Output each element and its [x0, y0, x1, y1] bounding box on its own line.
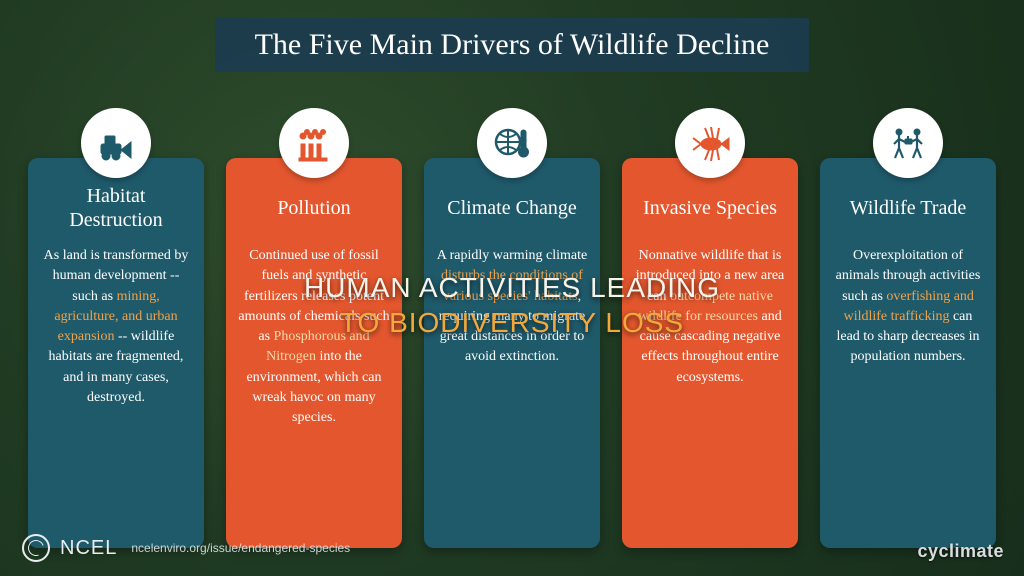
card-body: Nonnative wildlife that is introduced in…: [634, 246, 786, 388]
card-body-pre: A rapidly warming climate: [437, 248, 587, 263]
driver-card-pollution: Pollution Continued use of fossil fuels …: [226, 108, 402, 548]
page-title: The Five Main Drivers of Wildlife Declin…: [215, 18, 810, 72]
card-title: Pollution: [238, 184, 390, 232]
driver-card-trade: Wildlife Trade Overexploitation of anima…: [820, 108, 996, 548]
card-body: A rapidly warming climate disturbs the c…: [436, 246, 588, 368]
card-title: Invasive Species: [634, 184, 786, 232]
watermark: cyclimate: [917, 541, 1004, 562]
factory-icon: [279, 108, 349, 178]
infographic-page: The Five Main Drivers of Wildlife Declin…: [0, 0, 1024, 576]
trade-icon: [873, 108, 943, 178]
footer-source: NCEL ncelenviro.org/issue/endangered-spe…: [22, 534, 350, 562]
card-title: Climate Change: [436, 184, 588, 232]
lionfish-icon: [675, 108, 745, 178]
driver-card-habitat: Habitat Destruction As land is transform…: [28, 108, 204, 548]
globe-thermo-icon: [477, 108, 547, 178]
card-body-highlight: disturbs the conditions of various speci…: [441, 268, 583, 303]
driver-card-climate: Climate Change A rapidly warming climate…: [424, 108, 600, 548]
card-row: Habitat Destruction As land is transform…: [0, 108, 1024, 548]
card-body: As land is transformed by human developm…: [40, 246, 192, 408]
driver-card-invasive: Invasive Species Nonnative wildlife that…: [622, 108, 798, 548]
card-body: Overexploitation of animals through acti…: [832, 246, 984, 368]
ncel-logo-icon: [22, 534, 50, 562]
bulldozer-icon: [81, 108, 151, 178]
card-body: Continued use of fossil fuels and synthe…: [238, 246, 390, 429]
footer-url: ncelenviro.org/issue/endangered-species: [131, 541, 350, 555]
card-title: Wildlife Trade: [832, 184, 984, 232]
card-title: Habitat Destruction: [40, 184, 192, 232]
footer-org: NCEL: [60, 537, 117, 560]
